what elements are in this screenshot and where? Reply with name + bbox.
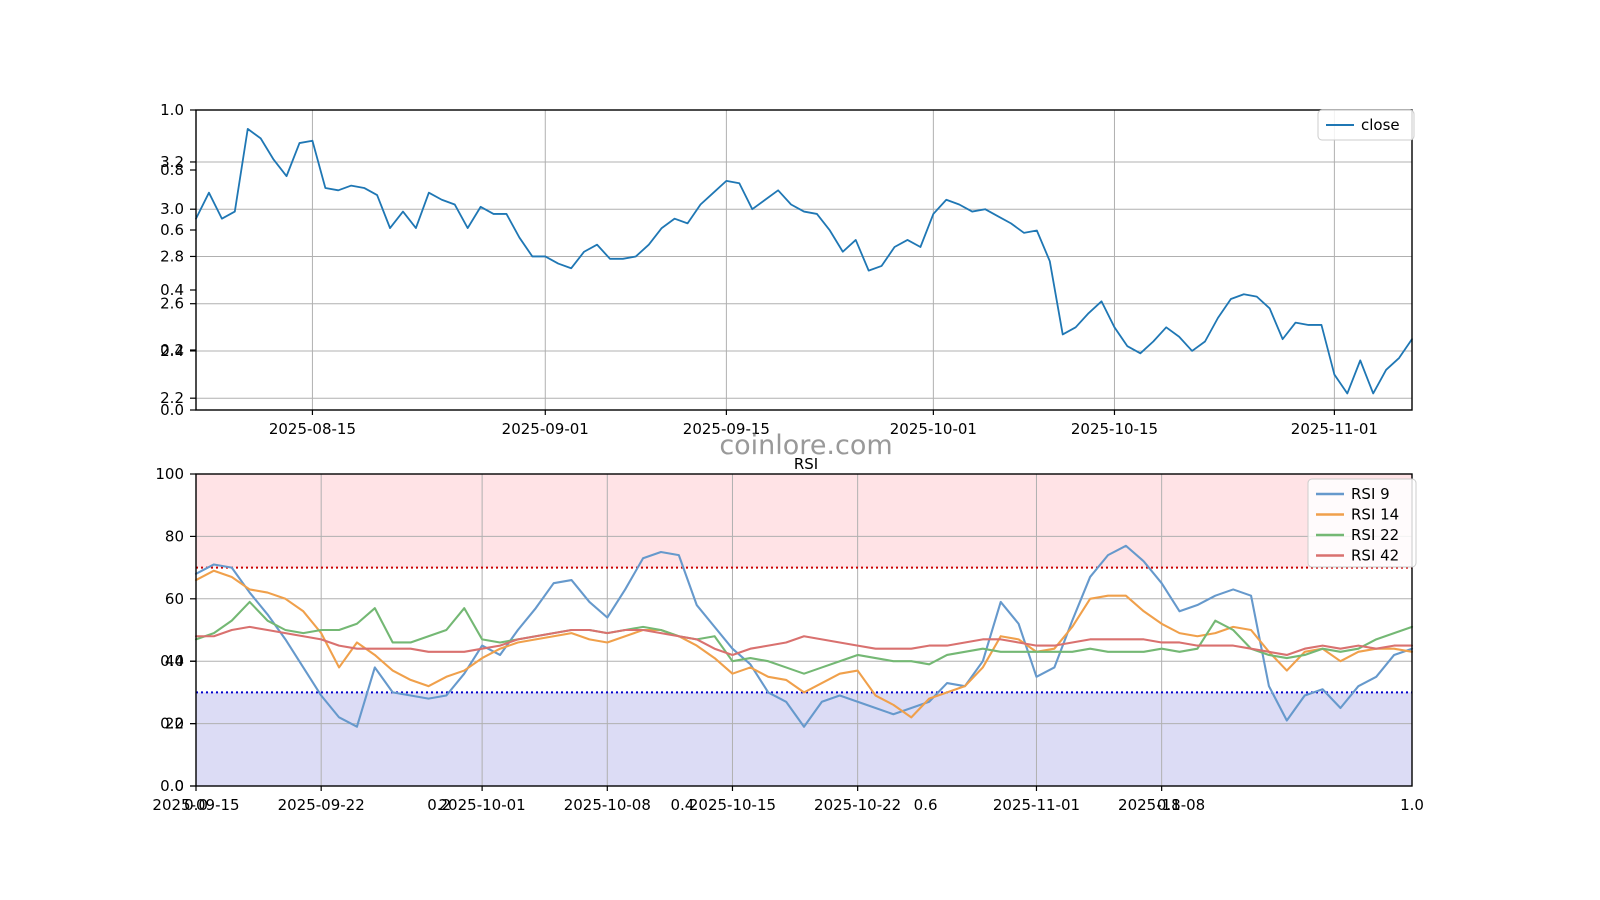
price-panel: 2.2 2.4 2.6 2.8 3.0 3.2 0.0 0.2 0.4 0.6 0.8 1.0 2025… [160,101,1413,438]
rsi-legend-box [1307,478,1417,568]
rsi-y-tick-label: 60 [165,590,184,608]
rsi-y-tick-overlay-label: 0.0 [160,777,184,795]
rsi-y-tick-overlay-label: 0.2 [160,715,184,733]
price-legend[interactable]: close [1317,109,1415,141]
rsi-x-tick-label: 2025-11-01 [993,796,1080,814]
price-axes-frame [195,109,1413,411]
rsi-x-tick-overlay-label: 0.0 [184,796,208,814]
rsi-x-tick-label: 2025-10-01 [439,796,526,814]
rsi-y-tick-label: 20 [165,715,184,733]
price-y-tick-overlay-label: 0.8 [160,161,184,179]
price-plot-bg [196,110,1412,410]
rsi-x-tick-overlay-label: 0.8 [1157,796,1181,814]
price-close-line [195,128,1413,395]
rsi-x-tick-overlay-label: 0.4 [670,796,694,814]
price-y-tick-overlay-label: 1.0 [160,101,184,119]
rsi-x-tick-label: 2025-10-15 [689,796,776,814]
rsi-x-tick-label: 2025-11-08 [1118,796,1205,814]
price-y-tick-overlay-label: 0.0 [160,401,184,419]
rsi-x-tick-label: 2025-10-22 [814,796,901,814]
watermark: coinlore.com [719,430,892,461]
rsi-series-line-rsi-14 [194,569,1414,719]
rsi-x-tick-label: 2025-10-08 [564,796,651,814]
price-y-tick-overlay-label: 0.4 [160,281,184,299]
rsi-x-tick-label: 2025-09-22 [278,796,365,814]
rsi-y-tick-label: 40 [165,652,184,670]
rsi-legend[interactable]: RSI 9 RSI 14 RSI 22 RSI 42 [1307,478,1417,568]
price-y-tick-label: 3.0 [160,200,184,218]
rsi-x-tick-overlay-label: 0.6 [914,796,938,814]
price-legend-label: close [1361,116,1400,134]
price-y-tick-overlay-label: 0.6 [160,221,184,239]
price-x-tick-label: 2025-09-15 [683,420,770,438]
price-legend-box [1317,109,1415,141]
rsi-series-line-rsi-9 [194,544,1414,728]
price-y-tick-label: 3.2 [160,153,184,171]
rsi-y-tick-label: 80 [165,527,184,545]
price-x-tick-label: 2025-11-01 [1291,420,1378,438]
rsi-legend-label-1: RSI 14 [1351,506,1399,524]
rsi-legend-label-3: RSI 42 [1351,547,1399,565]
price-x-tick-label: 2025-08-15 [269,420,356,438]
rsi-y-tick-label: 0 [174,777,184,795]
rsi-legend-label-2: RSI 22 [1351,526,1399,544]
rsi-panel: 0 20 40 60 80 100 0.0 0.2 0.4 2025-09-15 2025-09-2… [152,465,1424,814]
rsi-legend-label-0: RSI 9 [1351,485,1390,503]
price-y-tick-label: 2.8 [160,247,184,265]
price-x-tick-label: 2025-10-15 [1071,420,1158,438]
rsi-series-line-rsi-22 [194,600,1414,675]
rsi-series-line-rsi-42 [194,625,1414,657]
rsi-oversold-band [196,692,1412,786]
price-x-tick-label: 2025-10-01 [890,420,977,438]
rsi-title: RSI [794,455,818,473]
rsi-x-tick-overlay-label: 0.2 [427,796,451,814]
rsi-y-tick-label: 100 [155,465,184,483]
price-y-tick-label: 2.6 [160,295,184,313]
rsi-axes-frame [195,473,1413,787]
rsi-x-tick-label: 2025-09-15 [152,796,239,814]
price-x-tick-label: 2025-09-01 [502,420,589,438]
rsi-x-tick-overlay-label: 1.0 [1400,796,1424,814]
rsi-overbought-band [196,474,1412,568]
rsi-y-tick-overlay-label: 0.4 [160,652,184,670]
price-y-tick-label: 2.2 [160,389,184,407]
price-y-tick-overlay-label: 0.2 [160,341,184,359]
price-y-tick-label: 2.4 [160,342,184,360]
